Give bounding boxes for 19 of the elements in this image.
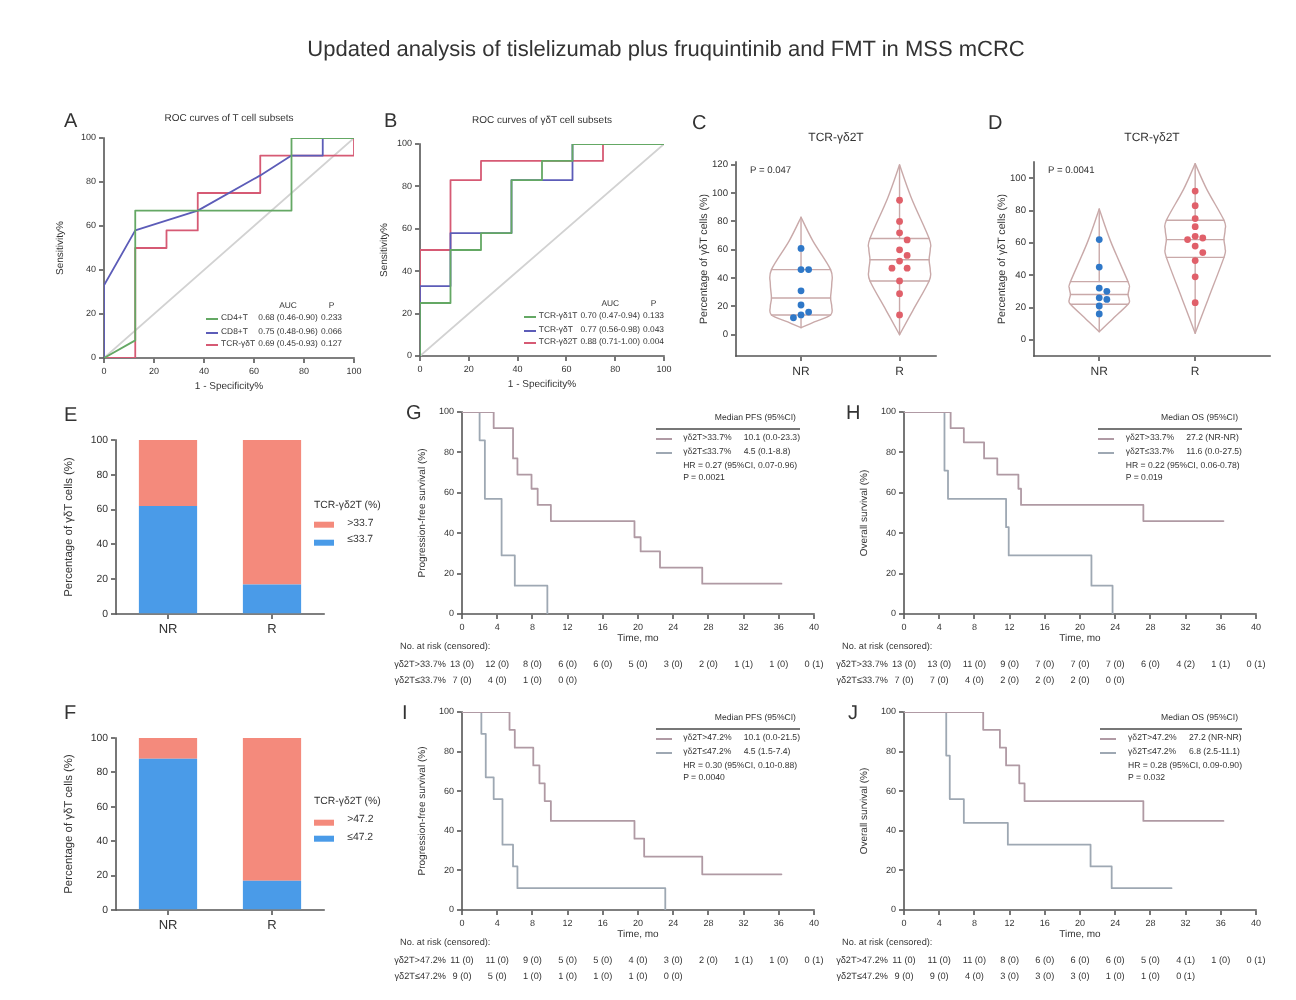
text: C <box>692 113 707 135</box>
text: G <box>406 403 422 425</box>
text: F <box>64 703 77 725</box>
text: H <box>846 403 861 425</box>
text: D <box>988 113 1003 135</box>
bar <box>138 440 198 507</box>
text: I <box>402 703 408 725</box>
text: B <box>384 111 398 133</box>
text: A <box>64 111 78 133</box>
text: J <box>848 703 858 725</box>
bar <box>242 738 302 881</box>
bar <box>242 440 302 585</box>
text: Updated analysis of tislelizumab plus fruquintinib and FMT in MSS mCRC <box>307 37 1025 63</box>
bar <box>138 758 198 910</box>
bar <box>138 738 198 759</box>
bar <box>242 880 302 910</box>
bar <box>242 584 302 614</box>
bar <box>138 506 198 614</box>
text: E <box>64 405 78 427</box>
